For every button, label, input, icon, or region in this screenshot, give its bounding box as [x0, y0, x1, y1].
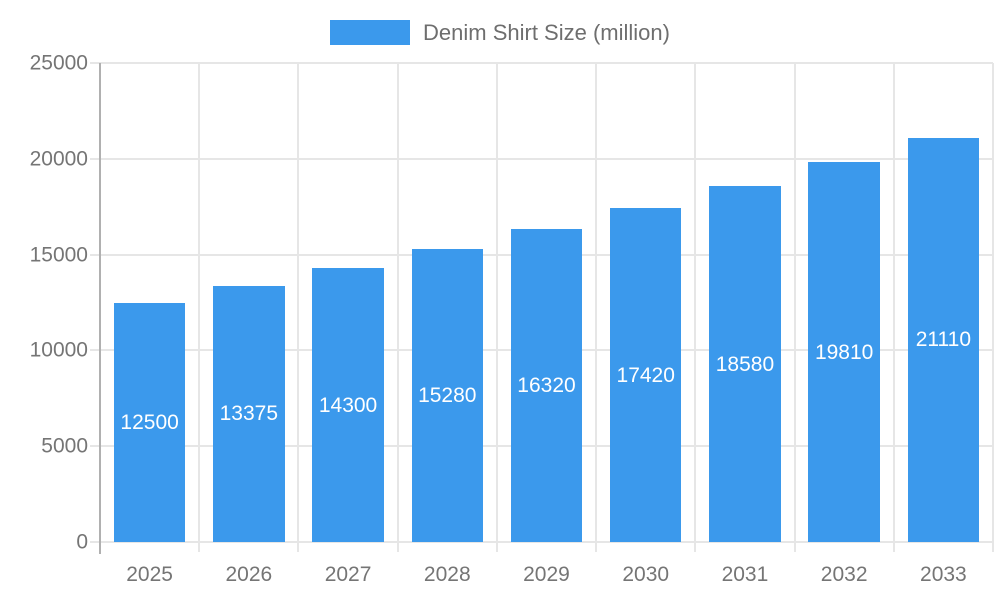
- x-axis-tick-label: 2028: [423, 563, 471, 586]
- x-axis-tick-label: 2029: [523, 563, 570, 586]
- y-axis-tick-label: 10000: [29, 338, 88, 362]
- vertical-gridline: [992, 63, 994, 552]
- horizontal-gridline: [90, 62, 993, 64]
- bar-cell: 12500: [100, 63, 199, 542]
- vertical-gridline: [297, 63, 300, 552]
- x-axis-tick-label: 2033: [920, 563, 967, 586]
- y-axis-tick-label: 20000: [29, 147, 88, 171]
- horizontal-gridline: [90, 157, 993, 160]
- bar-value-label: 21110: [915, 328, 972, 352]
- x-axis-tick-label: 2031: [721, 563, 769, 586]
- vertical-gridline: [396, 63, 399, 552]
- x-axis-tick-label: 2025: [126, 563, 173, 586]
- plot-area: 12500 13375 14300 15280 16320 17420 18580 19810…: [90, 62, 994, 554]
- bar-value-label: 17420: [616, 363, 675, 387]
- bar-cell: 19810: [795, 63, 894, 542]
- bar-2033: 21110: [907, 137, 980, 542]
- x-axis-tick-label: 2032: [820, 563, 868, 586]
- bar-value-label: 19810: [814, 340, 874, 364]
- bar-2031: 18580: [709, 186, 781, 542]
- legend-label: Denim Shirt Size (million): [423, 20, 670, 45]
- bar-cell: 18580: [695, 63, 794, 542]
- bar-value-label: 12500: [120, 410, 179, 434]
- bar-2029: 16320: [510, 229, 583, 542]
- bars-layer: 12500 13375 14300 15280 16320 17420 18580 19810…: [100, 63, 993, 542]
- vertical-gridline: [198, 63, 201, 552]
- horizontal-gridline: [90, 541, 993, 543]
- bar-2030: 17420: [610, 208, 682, 542]
- bar-cell: 15280: [398, 63, 497, 542]
- bar-cell: 14300: [298, 63, 397, 542]
- bar-cell: 17420: [596, 63, 695, 542]
- bar-value-label: 18580: [715, 352, 775, 376]
- legend-color-swatch: [330, 20, 411, 45]
- y-axis-tick-label: 0: [76, 530, 88, 554]
- x-axis-tick-label: 2030: [622, 563, 670, 586]
- y-axis-tick-label: 25000: [29, 51, 88, 75]
- y-axis-tick-label: 15000: [29, 243, 88, 267]
- y-axis-tick-label: 5000: [41, 434, 88, 458]
- vertical-gridline: [892, 63, 895, 552]
- bar-value-label: 15280: [418, 384, 477, 408]
- bar-value-label: 16320: [517, 374, 576, 398]
- bar-2032: 19810: [808, 162, 880, 542]
- x-axis-labels: 2025 2026 2027 2028 2029 2030 2031 2032 2033: [100, 561, 993, 589]
- y-axis-labels: 25000 20000 15000 10000 5000 0: [0, 53, 88, 553]
- bar-2026: 13375: [213, 285, 285, 542]
- bar-2025: 12500: [113, 302, 186, 542]
- y-axis-line: [99, 63, 101, 554]
- bar-cell: 13375: [199, 63, 298, 542]
- bar-2027: 14300: [312, 268, 384, 542]
- vertical-gridline: [793, 63, 796, 552]
- bar-cell: 16320: [497, 63, 596, 542]
- vertical-gridline: [495, 63, 498, 552]
- vertical-gridline: [595, 63, 598, 552]
- bar-value-label: 14300: [318, 393, 378, 417]
- vertical-gridline: [694, 63, 697, 552]
- x-axis-tick-label: 2027: [324, 563, 372, 586]
- x-axis-tick-label: 2026: [225, 563, 273, 586]
- bar-cell: 21110: [894, 63, 993, 542]
- bar-value-label: 13375: [219, 402, 279, 426]
- legend: Denim Shirt Size (million): [0, 20, 1000, 45]
- bar-2028: 15280: [411, 249, 483, 542]
